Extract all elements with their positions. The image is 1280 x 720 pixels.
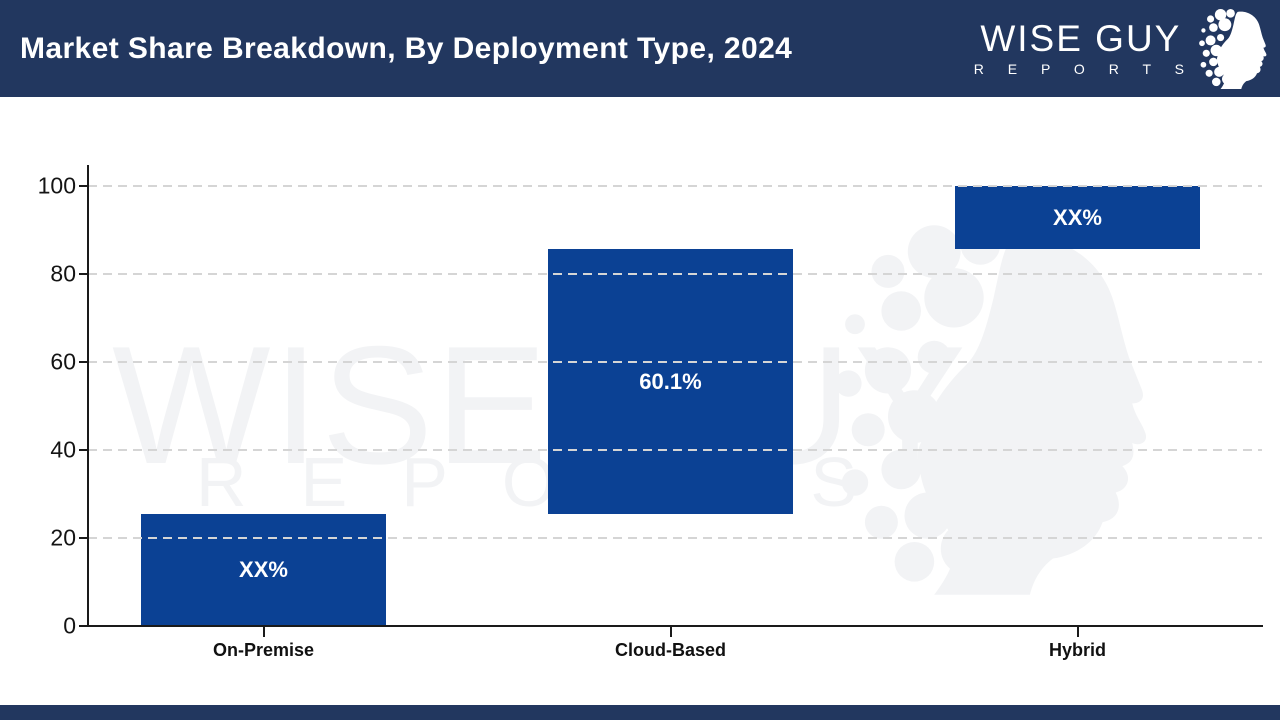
gridline xyxy=(88,273,1262,275)
footer-band xyxy=(0,705,1280,720)
logo-subtitle: R E P O R T S xyxy=(973,60,1194,77)
watermark-head-icon xyxy=(835,225,1147,595)
bar-cloud-based xyxy=(548,249,793,514)
x-axis-spine xyxy=(87,625,1263,627)
logo-wordmark: WISE GUY xyxy=(980,17,1182,59)
y-tick-label: 40 xyxy=(50,436,76,463)
x-tick-mark xyxy=(669,627,672,637)
y-tick-label: 80 xyxy=(50,260,76,287)
wise-guy-reports-logo: WISE GUY R E P O R T S xyxy=(968,0,1268,97)
y-axis-spine xyxy=(87,165,89,627)
dotted-head-icon xyxy=(1199,8,1267,89)
y-tick-label: 60 xyxy=(50,348,76,375)
logo-text: WISE GUY R E P O R T S xyxy=(968,17,1194,78)
y-tick-label: 20 xyxy=(50,524,76,551)
chart-title: Market Share Breakdown, By Deployment Ty… xyxy=(20,31,793,65)
x-tick-mark xyxy=(262,627,265,637)
y-tick-mark xyxy=(79,625,88,627)
y-tick-mark xyxy=(79,537,88,539)
y-tick-mark xyxy=(79,449,88,451)
y-tick-mark xyxy=(79,361,88,363)
gridline xyxy=(88,185,1262,187)
y-tick-label: 0 xyxy=(63,612,76,639)
y-tick-mark xyxy=(79,185,88,187)
bar-value-label: XX% xyxy=(1053,204,1102,230)
gridline xyxy=(88,449,1262,451)
header-band: Market Share Breakdown, By Deployment Ty… xyxy=(0,0,1280,97)
bar-hybrid xyxy=(955,186,1200,250)
bar-value-label: XX% xyxy=(239,556,288,582)
x-category-label: Cloud-Based xyxy=(614,640,727,660)
bar-on-premise xyxy=(141,513,386,626)
y-tick-mark xyxy=(79,273,88,275)
x-tick-mark xyxy=(1076,627,1079,637)
bar-value-label: 60.1% xyxy=(639,368,702,394)
y-tick-label: 100 xyxy=(37,172,76,199)
x-category-label: On-Premise xyxy=(212,640,315,660)
gridline xyxy=(88,537,1262,539)
watermark-wordmark: WISE GUY xyxy=(112,311,969,499)
x-category-label: Hybrid xyxy=(1048,640,1107,660)
gridline xyxy=(88,361,1262,363)
